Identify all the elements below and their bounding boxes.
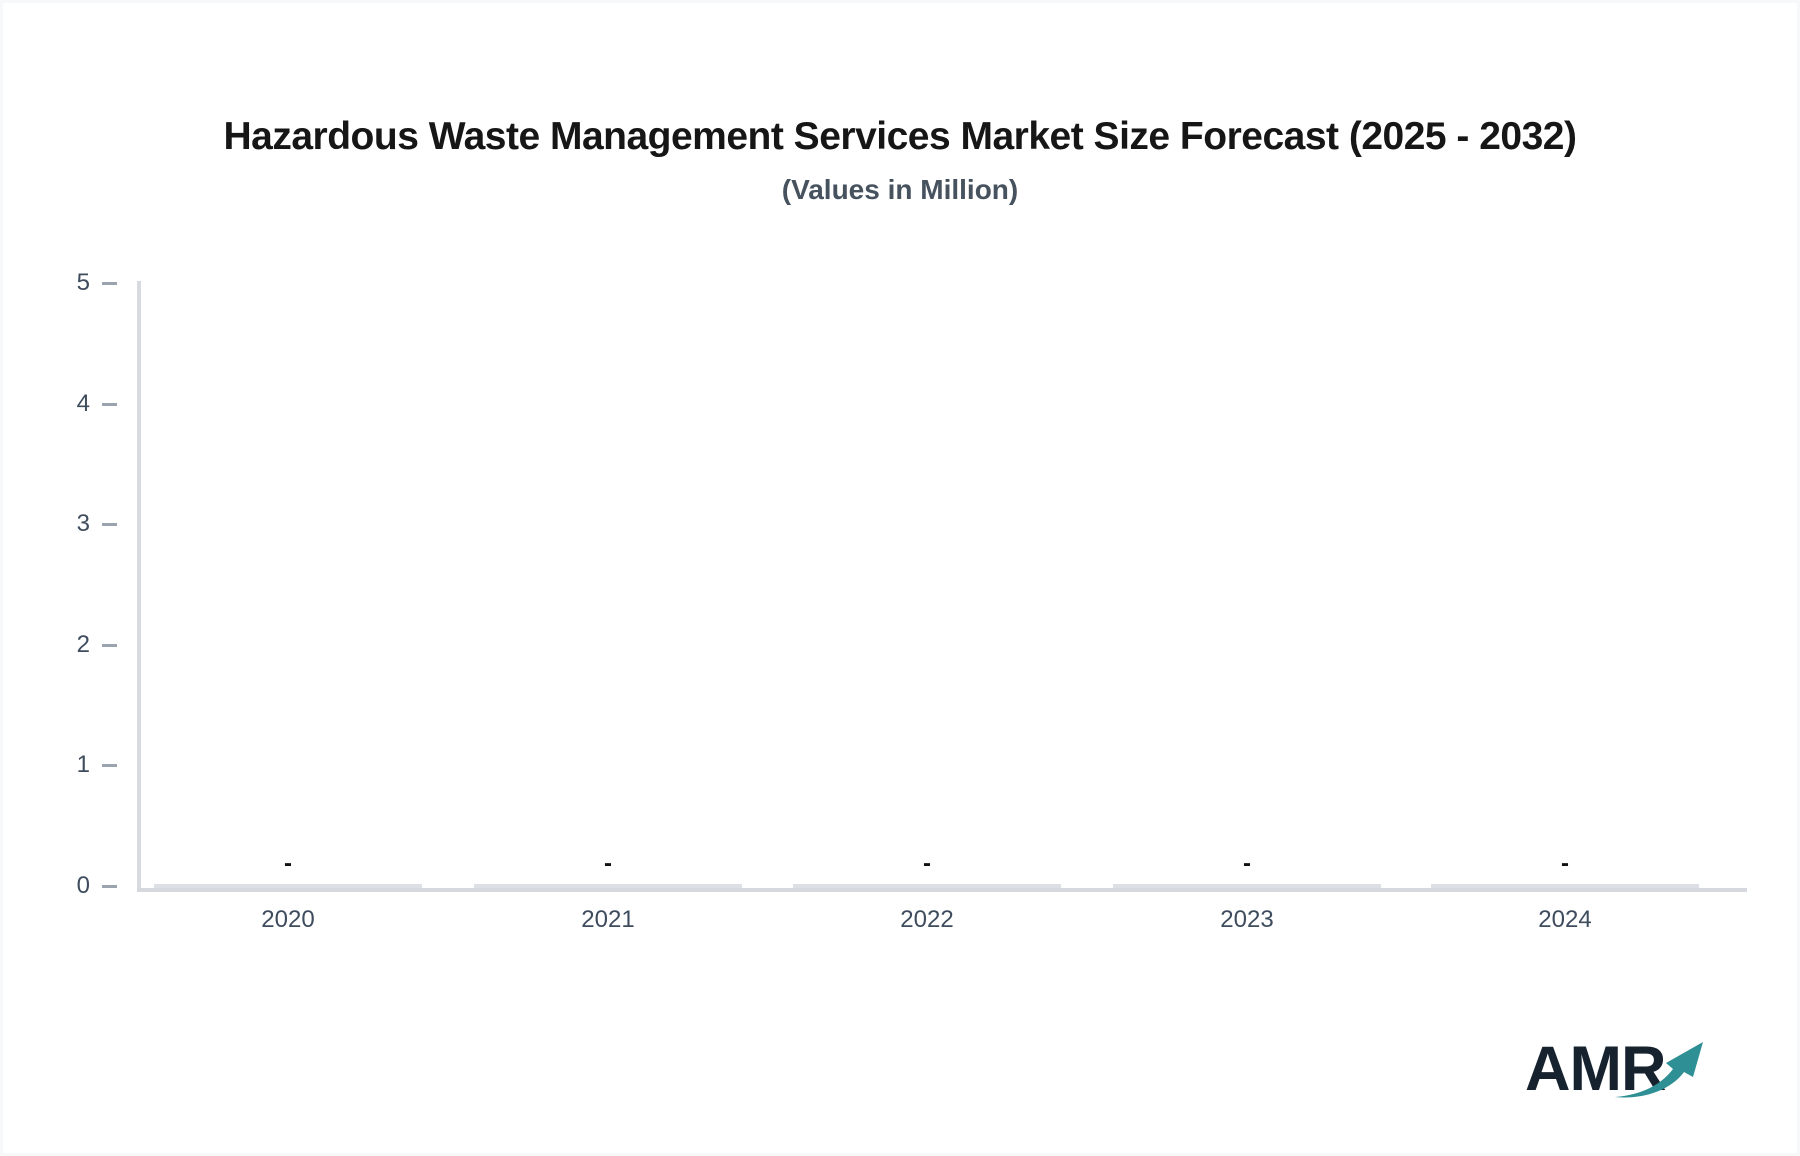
y-axis-tick-mark [102,281,117,285]
y-axis-tick: 1 [3,751,117,779]
y-axis-tick: 5 [3,269,117,297]
x-axis-line [137,888,1747,892]
y-axis-tick-label: 4 [76,390,90,417]
bar [1113,884,1381,888]
y-axis-tick-label: 0 [76,872,90,899]
y-axis-tick-label: 1 [76,751,90,778]
bar-value-label: - [284,850,292,877]
bar-value-label: - [1561,850,1569,877]
x-axis-label: 2023 [1220,906,1274,933]
bar-group: - 2024 [1431,848,1699,943]
y-axis-tick-label: 2 [76,631,90,658]
bar-group: - 2022 [793,848,1061,943]
chart-title: Hazardous Waste Management Services Mark… [223,115,1578,158]
x-axis-label: 2024 [1538,906,1592,933]
bar-group: - 2023 [1113,848,1381,943]
y-axis-tick-label: 3 [76,510,90,537]
bar [474,884,742,888]
y-axis-tick: 2 [3,631,117,659]
y-axis-tick-mark [102,884,117,888]
y-axis-line [137,281,141,892]
x-axis-label: 2020 [261,906,315,933]
bar-value-label: - [1243,850,1251,877]
bar-value-label: - [923,850,931,877]
y-axis-tick-mark [102,763,117,767]
x-axis-label: 2021 [581,906,635,933]
x-axis-label: 2022 [900,906,954,933]
amr-logo: AMR [1525,1033,1725,1105]
y-axis-tick: 0 [3,872,117,900]
y-axis-tick-mark [102,402,117,406]
y-axis-tick-mark [102,643,117,647]
bar-group: - 2020 [154,848,422,943]
bar-value-label: - [604,850,612,877]
y-axis-tick: 3 [3,510,117,538]
bar [154,884,422,888]
bar-group: - 2021 [474,848,742,943]
bar [793,884,1061,888]
y-axis-tick-label: 5 [76,269,90,296]
growth-arrow-icon [1615,1042,1703,1098]
bar [1431,884,1699,888]
y-axis-tick: 4 [3,390,117,418]
y-axis-tick-mark [102,522,117,526]
chart-subtitle: (Values in Million) [781,174,1019,205]
